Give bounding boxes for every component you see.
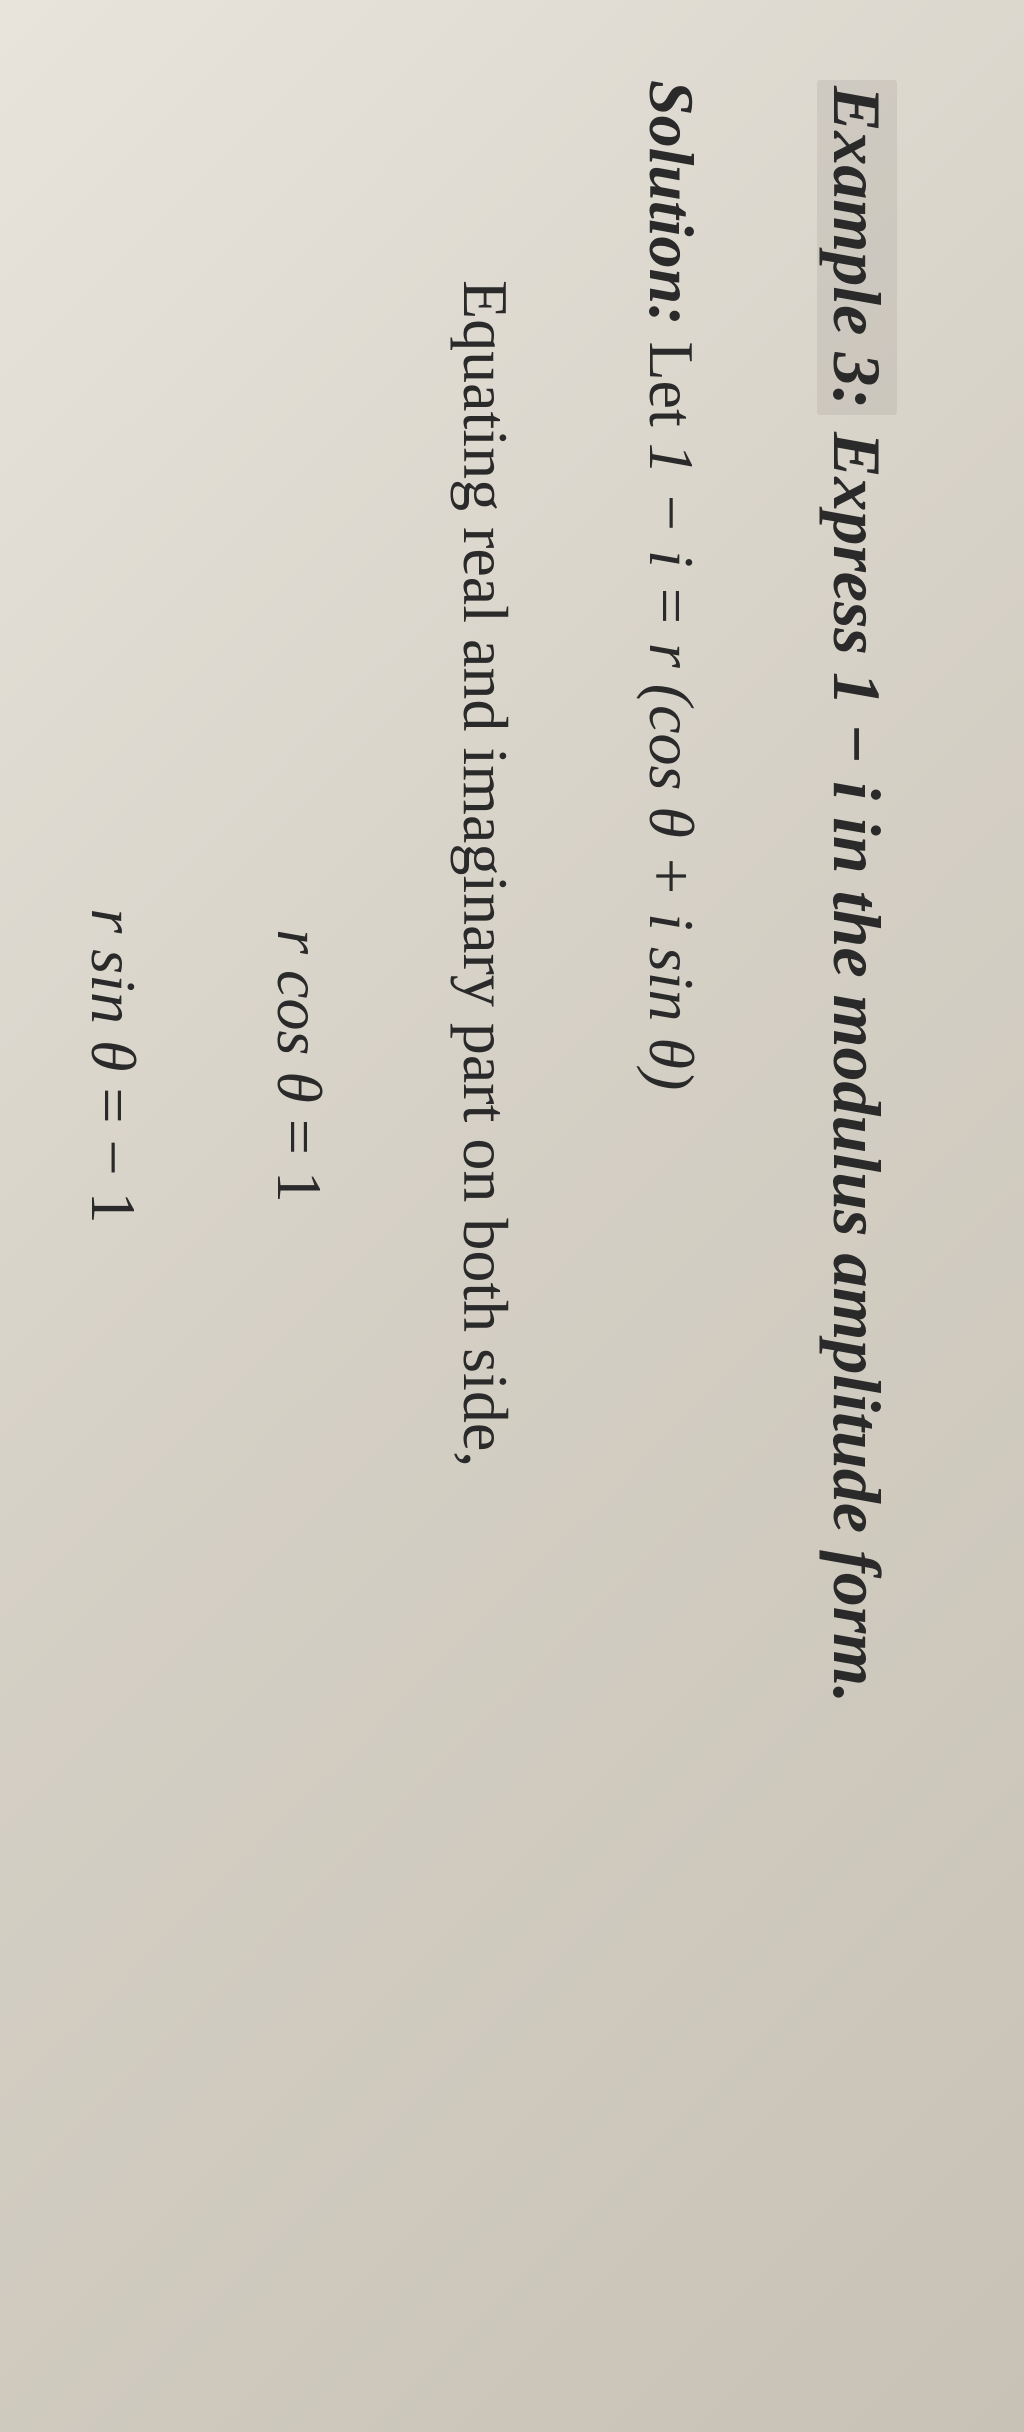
equating-text: Equating real and imaginary part on both…: [437, 80, 533, 2352]
example-heading: Example 3: Express 1 − i in the modulus …: [809, 80, 904, 2352]
equation-1: r cos θ = 1: [251, 80, 347, 2352]
eq1-lhs: r cos θ: [264, 929, 335, 1103]
eq2-lhs: r sin θ: [78, 908, 149, 1071]
example-expression: 1 − i: [819, 672, 895, 800]
solution-line: Solution: Let 1 − i = r (cos θ + i sin θ…: [623, 80, 719, 2352]
eq2-rhs: − 1: [78, 1140, 149, 1224]
example-prefix: Express: [819, 432, 895, 672]
example-label: Example 3:: [817, 80, 897, 415]
solution-label: Solution:: [636, 80, 707, 325]
example-suffix: in the modulus amplitude form.: [819, 800, 895, 1703]
eq1-rhs: 1: [264, 1171, 335, 1203]
example-statement: Express 1 − i in the modulus amplitude f…: [819, 432, 895, 1703]
solution-let: Let: [636, 341, 707, 442]
solution-equation: 1 − i = r (cos θ + i sin θ): [636, 443, 707, 1091]
equation-2: r sin θ = − 1: [65, 80, 161, 2352]
